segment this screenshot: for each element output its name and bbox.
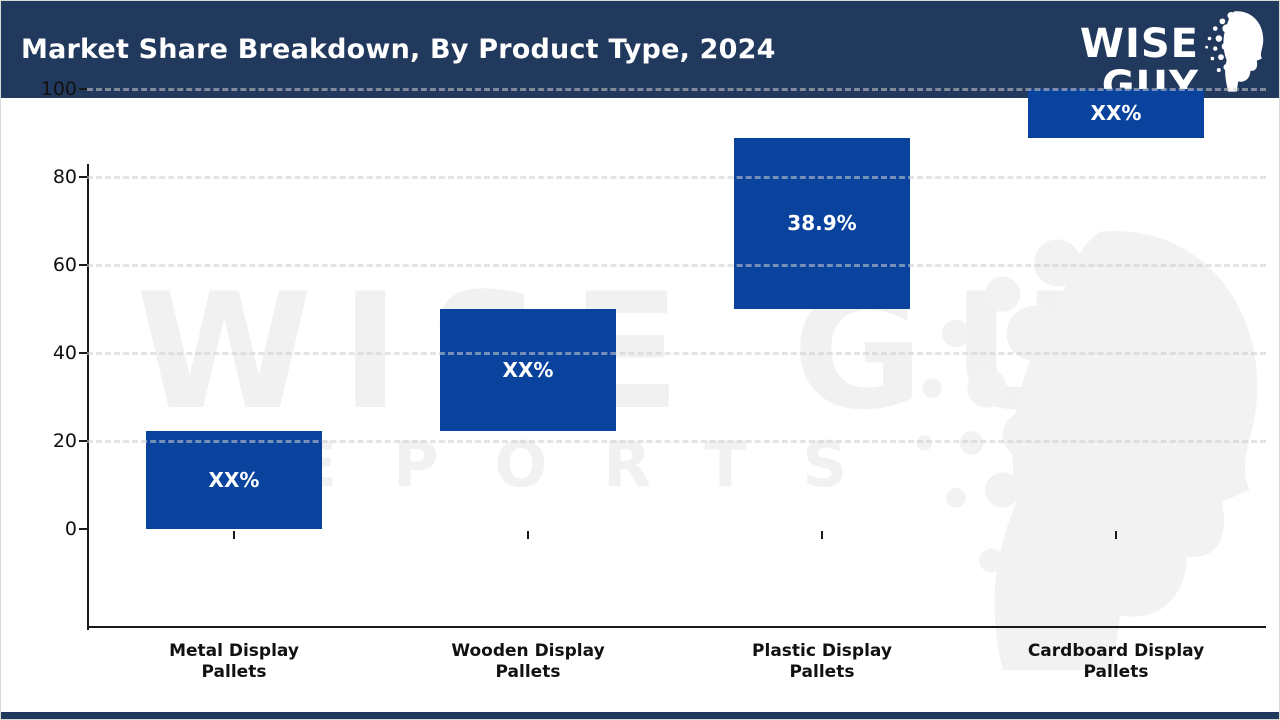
gridline <box>87 88 1266 91</box>
y-tick-label: 40 <box>52 342 77 364</box>
watermark-head-icon <box>916 230 1258 671</box>
y-tick-label: 0 <box>64 518 77 540</box>
x-tick-mark <box>1115 531 1117 539</box>
footer-bar <box>1 712 1279 719</box>
x-category-label: Wooden Display Pallets <box>451 641 605 682</box>
bar-2 <box>734 137 910 309</box>
y-tick-mark <box>79 440 87 442</box>
bar-value-label: XX% <box>208 468 260 493</box>
bar-value-label: XX% <box>1090 101 1142 126</box>
bar-3 <box>1028 89 1204 138</box>
y-tick-mark <box>79 264 87 266</box>
wiseguy-logo: WISE GUY REPORTS <box>1017 5 1267 124</box>
x-axis-line <box>87 626 1266 628</box>
x-category-label: Plastic Display Pallets <box>752 641 892 682</box>
x-tick-mark <box>527 531 529 539</box>
gridline <box>87 264 1266 267</box>
y-tick-label: 100 <box>40 78 77 100</box>
gridline <box>87 176 1266 179</box>
x-tick-mark <box>821 531 823 539</box>
gridline <box>87 352 1266 355</box>
bar-1 <box>440 309 616 432</box>
x-category-label: Metal Display Pallets <box>169 641 299 682</box>
logo-name: WISE GUY <box>1079 21 1199 109</box>
y-tick-label: 60 <box>52 254 77 276</box>
y-tick-mark <box>79 352 87 354</box>
bar-value-label: XX% <box>502 358 554 383</box>
chart-title: Market Share Breakdown, By Product Type,… <box>21 34 776 65</box>
gridline <box>87 440 1266 443</box>
bar-0 <box>146 431 322 529</box>
header-bar: Market Share Breakdown, By Product Type,… <box>1 1 1279 124</box>
bar-value-label: 38.9% <box>787 211 857 236</box>
y-tick-mark <box>79 88 87 90</box>
y-tick-label: 20 <box>52 430 77 452</box>
chart-area: WISE GUY REPORTS 0 20 40 60 80 100 XX% Metal Di… <box>1 78 1279 714</box>
y-tick-mark <box>79 176 87 178</box>
x-category-label: Cardboard Display Pallets <box>1027 641 1205 682</box>
x-tick-mark <box>233 531 235 539</box>
logo-head-icon <box>1205 11 1264 92</box>
y-axis-line <box>87 164 89 630</box>
y-tick-label: 80 <box>52 166 77 188</box>
y-tick-mark <box>79 528 87 530</box>
